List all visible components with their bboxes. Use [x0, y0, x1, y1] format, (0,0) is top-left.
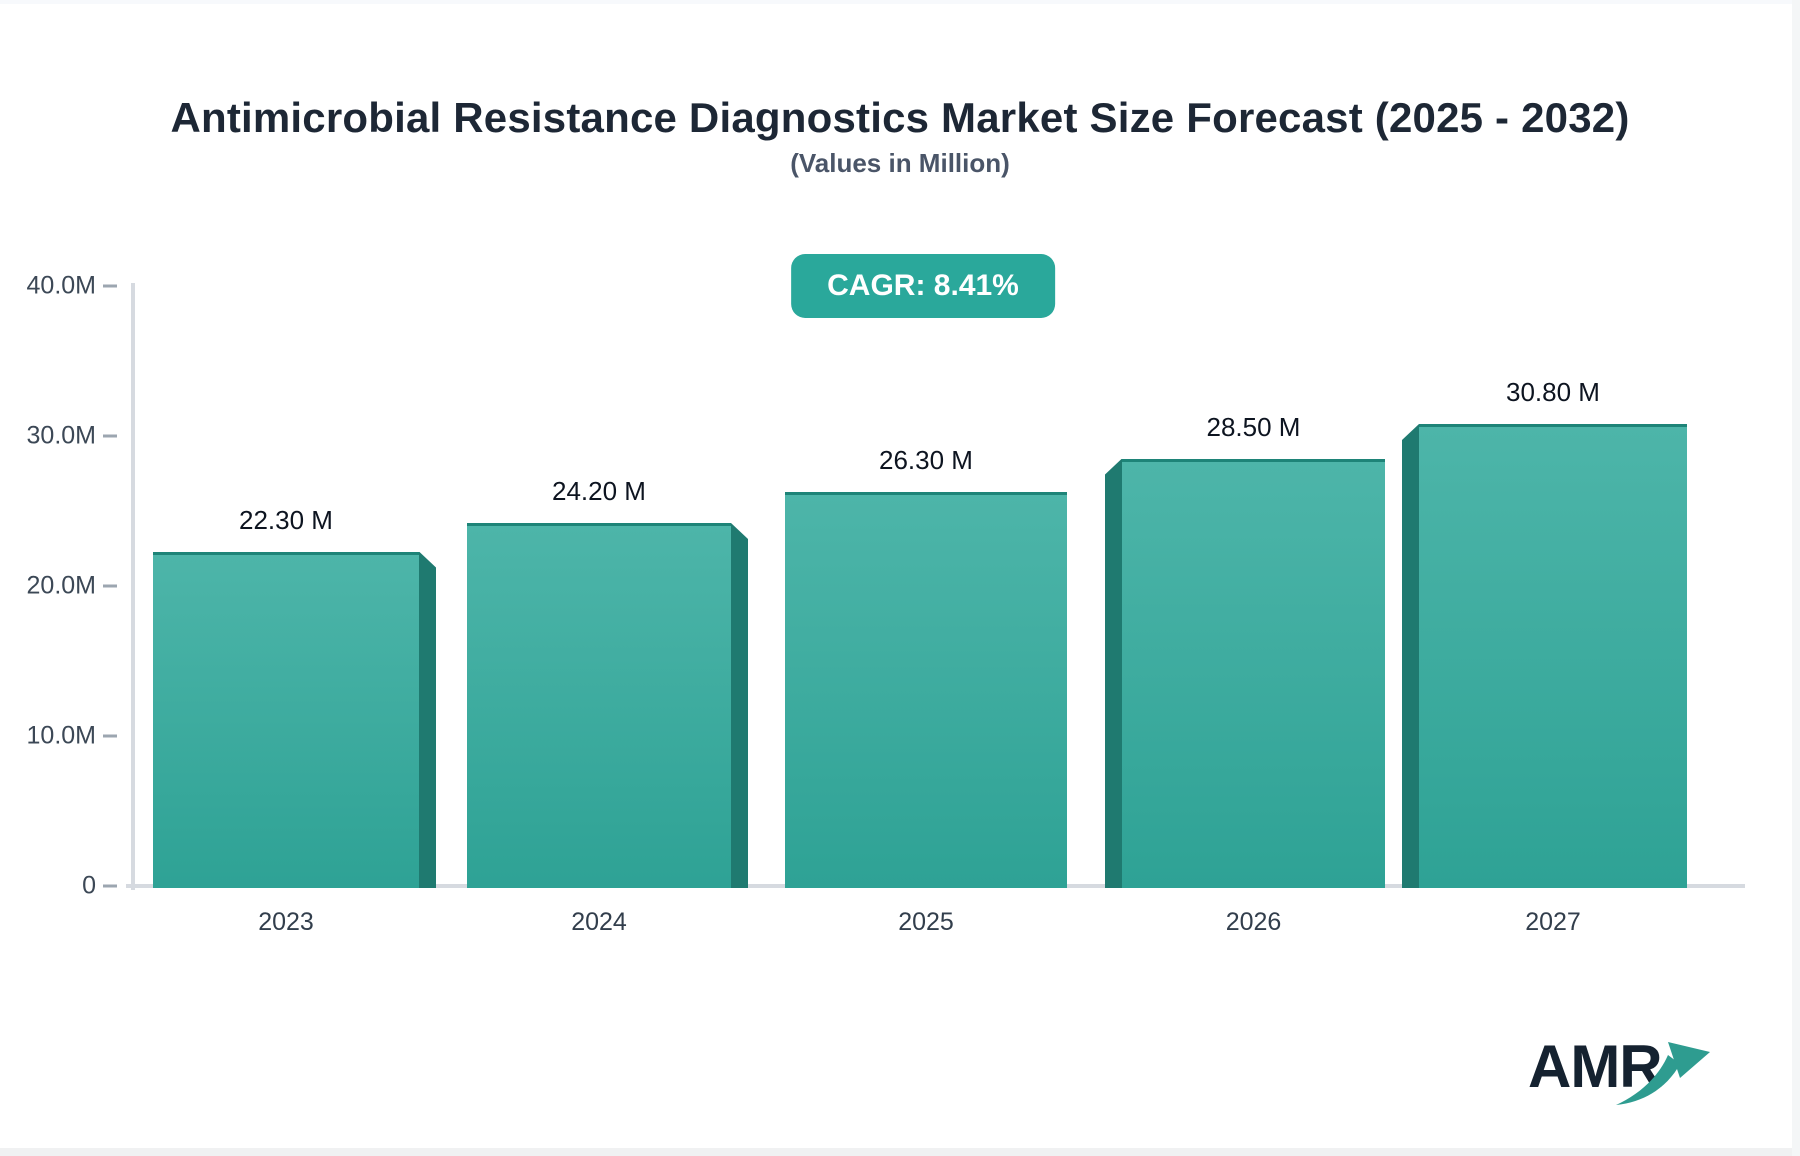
y-tick-label: 10.0M: [26, 721, 96, 750]
bar-2027-side-face: [1402, 424, 1419, 888]
bar-value-label: 28.50 M: [1206, 411, 1301, 442]
bar-2027[interactable]: [1419, 424, 1687, 888]
bar-2026-side-face: [1105, 458, 1122, 888]
x-axis-label-2024: 2024: [571, 908, 627, 936]
y-tick-mark: [103, 584, 117, 588]
x-axis-label-2026: 2026: [1225, 908, 1282, 936]
amr-logo-text: AMR: [1528, 1033, 1663, 1100]
y-tick-label: 20.0M: [26, 571, 96, 600]
chart-title: Antimicrobial Resistance Diagnostics Mar…: [170, 94, 1630, 141]
page-border-bottom: [0, 1148, 1800, 1156]
bar-value-label: 26.30 M: [879, 444, 973, 475]
bar-2026[interactable]: [1122, 458, 1385, 888]
bar-value-label: 24.20 M: [552, 476, 646, 506]
chart-subtitle: (Values in Million): [790, 148, 1010, 178]
bar-2023-side-face: [419, 551, 436, 888]
bar-2025[interactable]: [785, 491, 1067, 888]
bar-value-label: 30.80 M: [1506, 377, 1600, 407]
y-tick-mark: [103, 884, 117, 888]
y-tick-mark: [103, 734, 117, 738]
cagr-badge: CAGR: 8.41%: [791, 254, 1055, 318]
growth-arrow-icon: [1616, 1042, 1710, 1105]
bar-value-label: 22.30 M: [239, 504, 333, 535]
y-tick-mark: [103, 284, 117, 288]
y-tick-label: 0: [82, 871, 96, 900]
x-axis-label-2023: 2023: [258, 908, 314, 936]
x-axis-label-2025: 2025: [898, 908, 954, 936]
bar-2024[interactable]: [467, 523, 731, 888]
bar-2023[interactable]: [153, 551, 419, 888]
page-border-top: [0, 0, 1800, 4]
amr-logo: AMR: [1528, 1032, 1728, 1112]
x-axis-label-2027: 2027: [1525, 908, 1581, 936]
y-axis-line: [131, 283, 135, 890]
y-tick-label: 40.0M: [26, 271, 96, 300]
page-border-right: [1792, 0, 1800, 1156]
y-tick-label: 30.0M: [26, 421, 96, 450]
bar-2024-side-face: [731, 523, 748, 888]
y-tick-mark: [103, 434, 117, 438]
